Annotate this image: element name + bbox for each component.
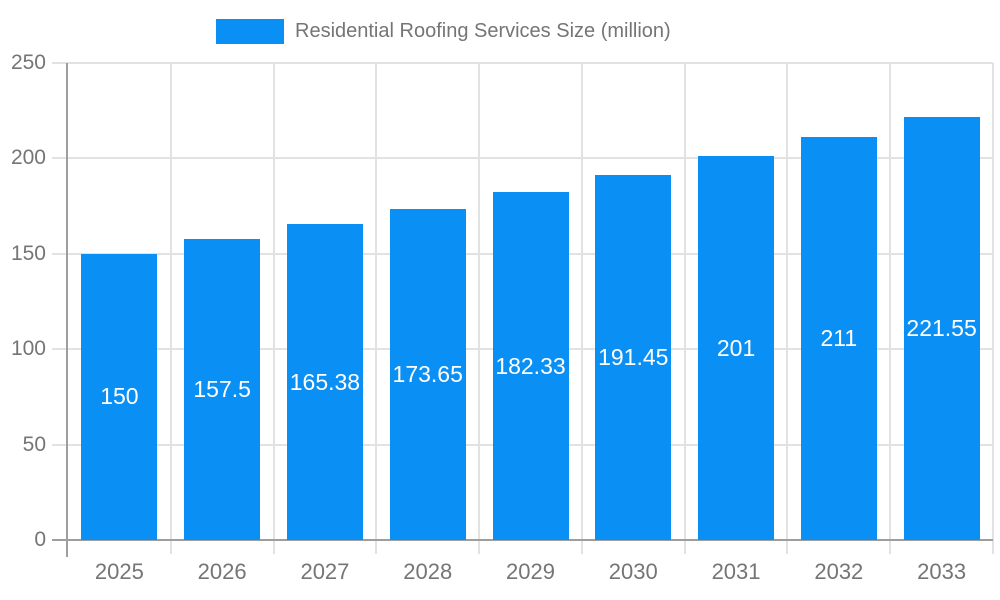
x-tick-label: 2030 xyxy=(608,559,658,584)
y-tick-label: 150 xyxy=(10,241,46,265)
bar[interactable]: 173.65 xyxy=(389,208,466,540)
v-gridline xyxy=(889,63,892,554)
y-tick-label: 200 xyxy=(10,146,46,170)
x-tick-label: 2031 xyxy=(711,559,761,584)
bar[interactable]: 201 xyxy=(698,156,775,540)
x-tick-label: 2029 xyxy=(506,559,555,584)
y-tick-label: 250 xyxy=(10,51,46,74)
legend-item[interactable]: Residential Roofing Services Size (milli… xyxy=(216,18,671,44)
v-gridline xyxy=(272,63,275,554)
bar-value-label: 165.38 xyxy=(289,368,361,395)
bar-value-label: 221.55 xyxy=(906,315,977,342)
v-gridline xyxy=(786,63,789,554)
bar-value-label: 211 xyxy=(820,325,858,352)
h-gridline xyxy=(52,62,993,64)
x-tick-label: 2032 xyxy=(814,559,864,584)
h-gridline xyxy=(52,157,993,160)
x-tick-label: 2026 xyxy=(197,559,247,584)
bar[interactable]: 221.55 xyxy=(903,117,980,540)
bar-value-label: 150 xyxy=(100,383,139,410)
y-axis-line xyxy=(66,63,68,557)
bar-value-label: 191.45 xyxy=(598,343,669,370)
bar[interactable]: 182.33 xyxy=(492,192,569,540)
y-tick-label: 50 xyxy=(22,432,46,456)
v-gridline xyxy=(169,63,172,554)
bar[interactable]: 150 xyxy=(81,253,158,540)
bar[interactable]: 165.38 xyxy=(286,224,363,540)
v-gridline xyxy=(683,63,686,554)
v-gridline xyxy=(580,63,583,554)
v-gridline xyxy=(992,63,994,554)
x-tick-label: 2028 xyxy=(403,559,453,584)
bar-value-label: 201 xyxy=(716,334,756,361)
bar[interactable]: 211 xyxy=(800,137,877,540)
v-gridline xyxy=(478,63,481,554)
legend-label: Residential Roofing Services Size (milli… xyxy=(295,19,671,42)
bar-value-label: 173.65 xyxy=(392,360,463,387)
y-tick-label: 100 xyxy=(10,337,46,361)
x-tick-label: 2025 xyxy=(94,559,144,584)
x-axis-line xyxy=(52,539,993,541)
bar-value-label: 182.33 xyxy=(495,352,566,379)
x-tick-label: 2033 xyxy=(917,559,967,584)
v-gridline xyxy=(375,63,378,554)
bar[interactable]: 191.45 xyxy=(595,174,672,540)
legend-swatch xyxy=(216,18,284,44)
bar-value-label: 157.5 xyxy=(193,376,251,403)
y-tick-label: 0 xyxy=(34,528,46,551)
bar[interactable]: 157.5 xyxy=(184,239,261,540)
x-tick-label: 2027 xyxy=(300,559,350,584)
